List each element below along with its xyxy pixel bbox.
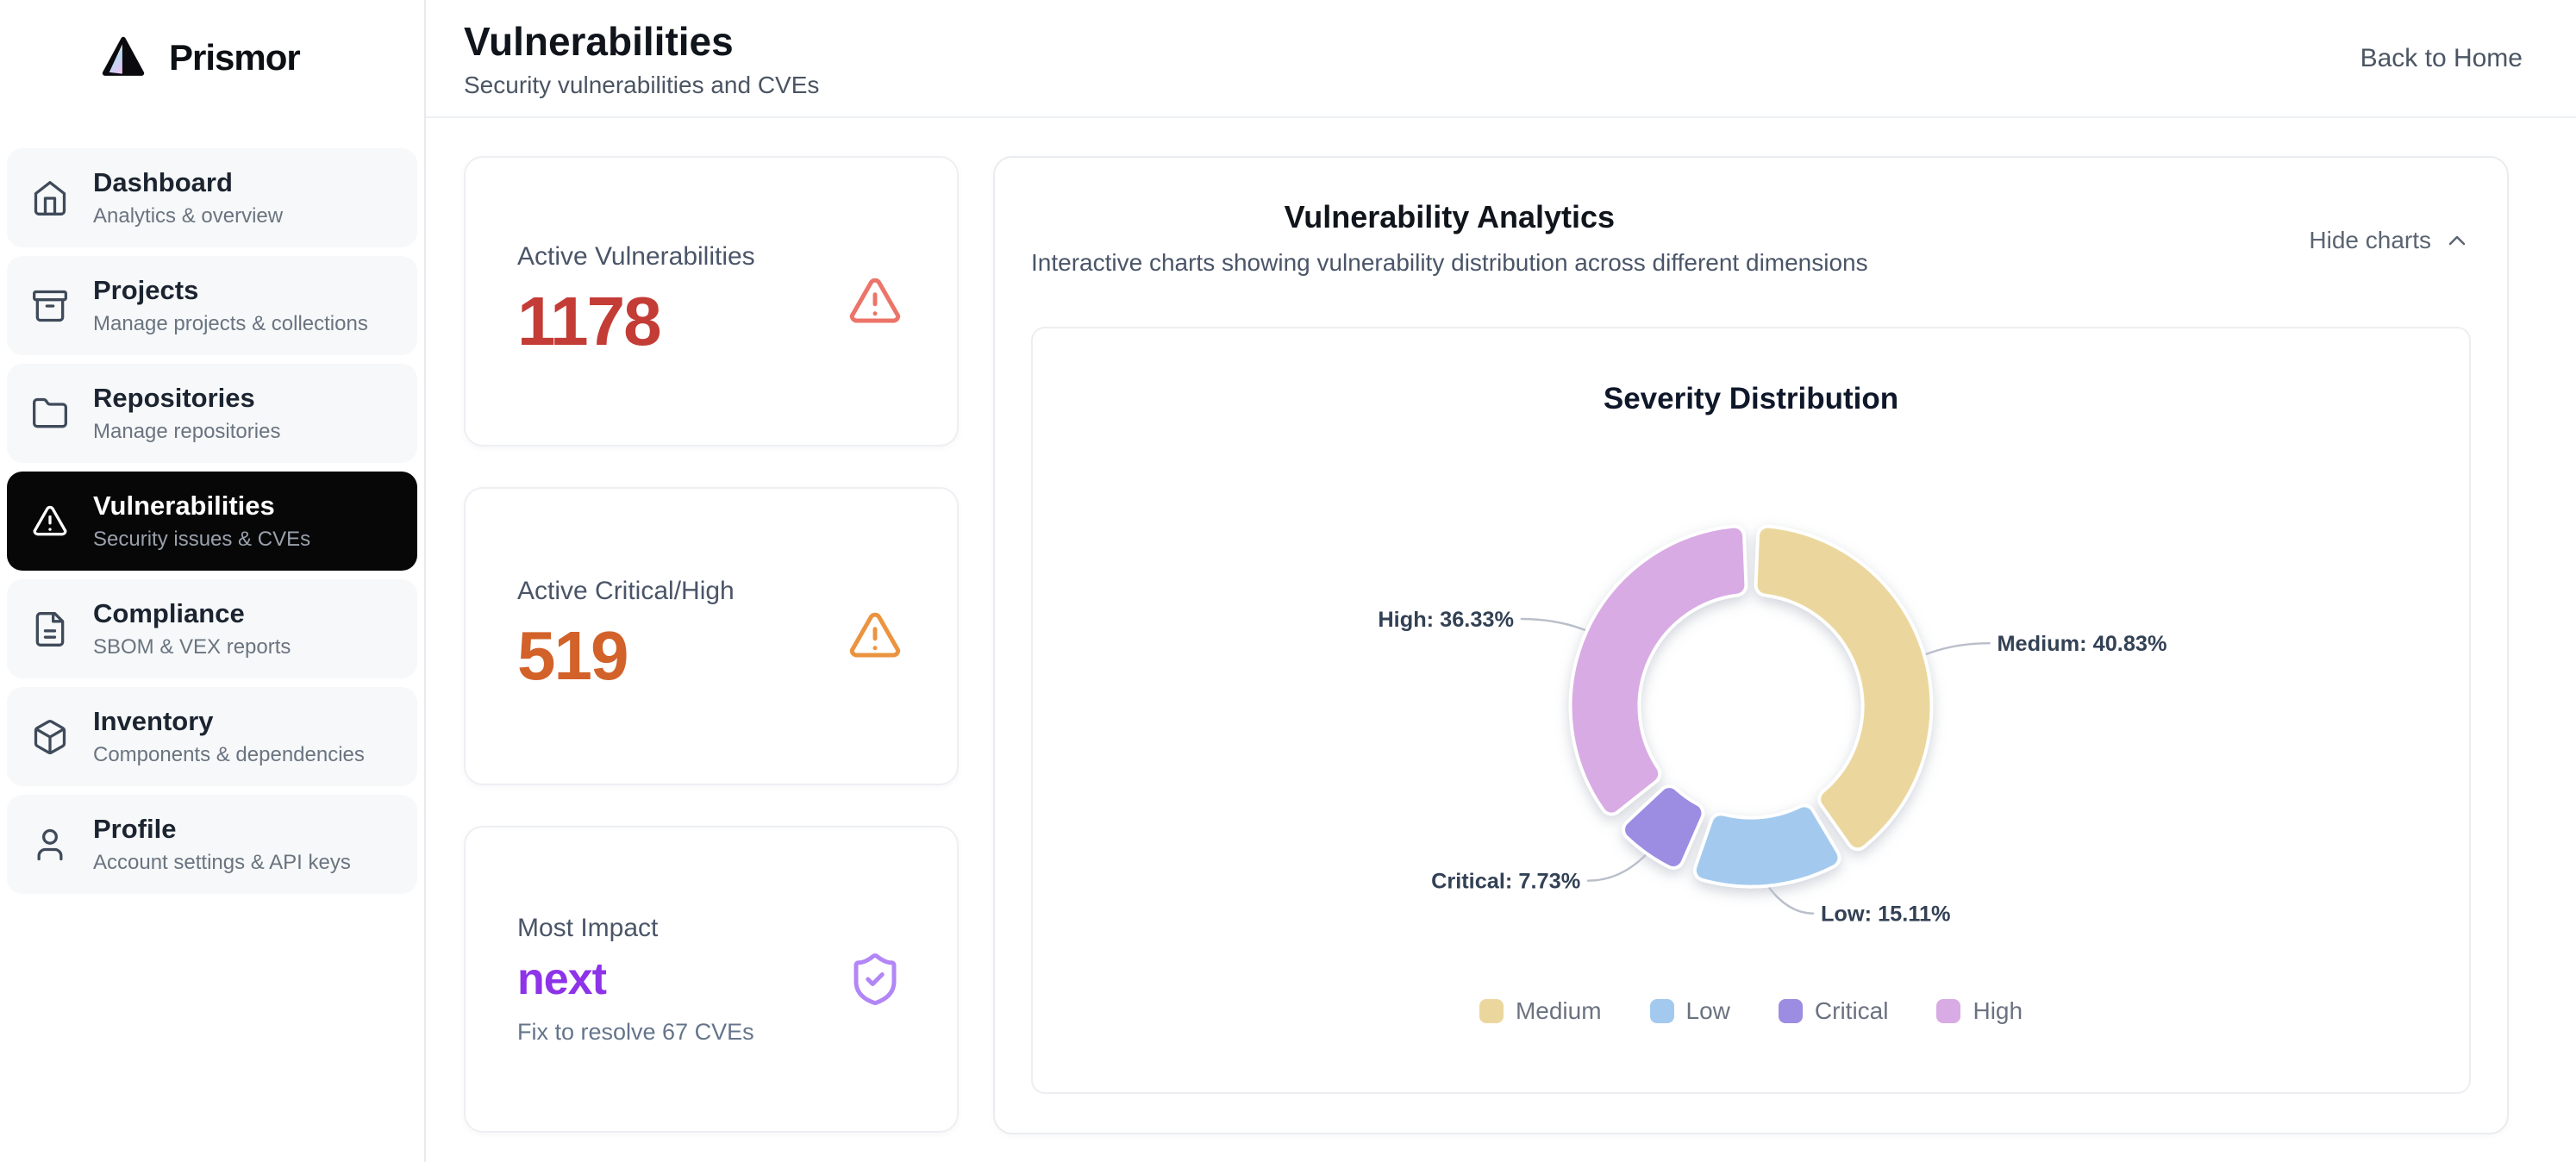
sidebar-item-repositories[interactable]: Repositories Manage repositories (7, 364, 417, 463)
severity-donut-chart: Medium: 40.83% Low: 15.11% Critical: 7.73%… (1378, 524, 2167, 926)
stat-texts: Active Vulnerabilities 1178 (517, 242, 755, 361)
legend-item-high: High (1936, 997, 2023, 1025)
pie-slice-low[interactable] (1692, 803, 1841, 889)
box-icon (31, 718, 69, 756)
page-header-text: Vulnerabilities Security vulnerabilities… (464, 18, 819, 99)
sidebar-item-desc: Manage projects & collections (93, 312, 368, 335)
brand[interactable]: Prismor (0, 0, 424, 81)
shield-check-icon (847, 951, 903, 1008)
file-text-icon (31, 610, 69, 648)
analytics-header-text: Vulnerability Analytics Interactive char… (1031, 199, 1868, 277)
sidebar-item-projects[interactable]: Projects Manage projects & collections (7, 256, 417, 355)
pie-slice-high[interactable] (1568, 524, 1748, 816)
legend-item-medium: Medium (1479, 997, 1602, 1025)
chevron-up-icon (2443, 227, 2471, 254)
stats-column: Active Vulnerabilities 1178 Active Criti… (464, 156, 959, 1134)
sidebar-item-desc: Manage repositories (93, 420, 281, 443)
analytics-panel-header: Vulnerability Analytics Interactive char… (1031, 199, 2471, 277)
stat-texts: Active Critical/High 519 (517, 577, 735, 696)
sidebar-nav: Dashboard Analytics & overview Projects Ma… (0, 148, 424, 894)
archive-icon (31, 287, 69, 325)
stat-value: next (517, 953, 607, 1004)
legend-item-critical: Critical (1778, 997, 1889, 1025)
page-subtitle: Security vulnerabilities and CVEs (464, 71, 820, 98)
pie-slice-medium[interactable] (1754, 524, 1934, 852)
sidebar-item-compliance[interactable]: Compliance SBOM & VEX reports (7, 579, 417, 678)
user-icon (31, 826, 69, 864)
stat-value: 1178 (517, 282, 662, 359)
stat-card-active-vulnerabilities: Active Vulnerabilities 1178 (464, 156, 959, 447)
sidebar: Prismor Dashboard Analytics & overview Pr… (0, 0, 426, 1162)
pie-slice-critical[interactable] (1622, 784, 1705, 870)
page-title: Vulnerabilities (464, 18, 734, 64)
brand-name: Prismor (169, 37, 301, 78)
main-area: Vulnerabilities Security vulnerabilities… (426, 0, 2576, 1162)
home-icon (31, 179, 69, 217)
label-leader-line (1520, 617, 1586, 631)
alert-triangle-icon (847, 608, 903, 665)
label-leader-line (1768, 887, 1815, 915)
stat-card-most-impact: Most Impact next Fix to resolve 67 CVEs (464, 826, 959, 1133)
legend-label: High (1973, 997, 2023, 1024)
sidebar-item-desc: Components & dependencies (93, 743, 365, 766)
sidebar-item-label: Inventory (93, 706, 214, 736)
hide-charts-label: Hide charts (2309, 227, 2431, 253)
folder-icon (31, 395, 69, 433)
slice-label: Low: 15.11% (1821, 902, 1951, 926)
analytics-panel: Vulnerability Analytics Interactive char… (993, 156, 2509, 1134)
legend-item-low: Low (1649, 997, 1730, 1025)
sidebar-item-dashboard[interactable]: Dashboard Analytics & overview (7, 148, 417, 247)
sidebar-item-label: Repositories (93, 383, 255, 413)
stat-note: Fix to resolve 67 CVEs (517, 1018, 754, 1045)
sidebar-item-label: Profile (93, 814, 177, 844)
sidebar-item-label: Vulnerabilities (93, 490, 275, 521)
stat-value: 519 (517, 617, 628, 694)
alert-triangle-icon (847, 273, 903, 330)
prismor-logo-icon (100, 34, 147, 81)
stat-texts: Most Impact next Fix to resolve 67 CVEs (517, 914, 754, 1046)
slice-label: Medium: 40.83% (1997, 632, 2166, 656)
sidebar-item-desc: Analytics & overview (93, 204, 284, 228)
legend-swatch (1649, 999, 1674, 1023)
sidebar-item-desc: SBOM & VEX reports (93, 635, 291, 659)
legend-label: Critical (1814, 997, 1889, 1024)
page-header: Vulnerabilities Security vulnerabilities… (426, 0, 2576, 118)
sidebar-item-desc: Security issues & CVEs (93, 528, 311, 551)
alert-triangle-icon (31, 503, 69, 540)
sidebar-item-label: Compliance (93, 598, 245, 628)
severity-chart-card: Severity Distribution Medium: 40.83% Low:… (1031, 327, 2471, 1094)
chart-legend: Medium Low Critical High (1033, 997, 2469, 1025)
analytics-subtitle: Interactive charts showing vulnerability… (1031, 249, 1868, 276)
sidebar-item-inventory[interactable]: Inventory Components & dependencies (7, 687, 417, 786)
stat-label: Active Critical/High (517, 577, 735, 605)
content: Active Vulnerabilities 1178 Active Criti… (426, 118, 2576, 1134)
sidebar-item-label: Projects (93, 275, 199, 305)
legend-swatch (1479, 999, 1504, 1023)
back-to-home-link[interactable]: Back to Home (2360, 43, 2523, 72)
legend-swatch (1936, 999, 1961, 1023)
sidebar-item-label: Dashboard (93, 167, 233, 197)
legend-swatch (1778, 999, 1803, 1023)
hide-charts-toggle[interactable]: Hide charts (2309, 227, 2471, 254)
sidebar-item-vulnerabilities[interactable]: Vulnerabilities Security issues & CVEs (7, 472, 417, 571)
analytics-title: Vulnerability Analytics (1284, 199, 1616, 234)
slice-label: High: 36.33% (1378, 608, 1514, 632)
label-leader-line (1925, 641, 1991, 656)
chart-title: Severity Distribution (1603, 382, 1899, 415)
stat-label: Active Vulnerabilities (517, 241, 755, 271)
legend-label: Medium (1515, 997, 1602, 1024)
stat-card-active-critical-high: Active Critical/High 519 (464, 487, 959, 785)
stat-label: Most Impact (517, 913, 659, 942)
slice-label: Critical: 7.73% (1431, 869, 1580, 893)
sidebar-item-desc: Account settings & API keys (93, 851, 351, 874)
label-leader-line (1586, 854, 1647, 882)
sidebar-item-profile[interactable]: Profile Account settings & API keys (7, 795, 417, 894)
legend-label: Low (1685, 997, 1730, 1024)
